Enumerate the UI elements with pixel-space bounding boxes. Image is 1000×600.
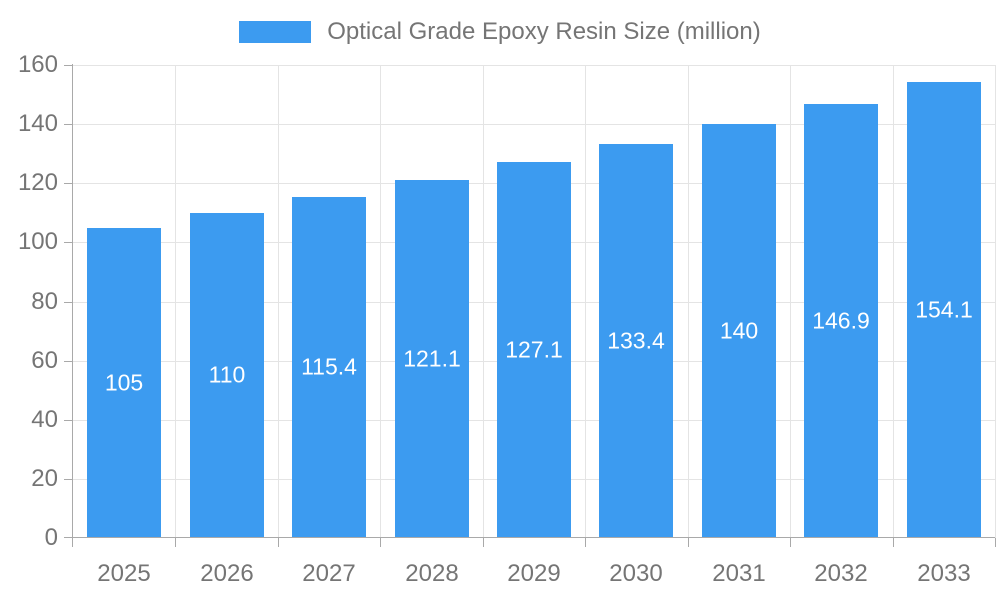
- gridline-vertical: [278, 65, 279, 538]
- y-axis-label: 120: [17, 169, 58, 196]
- y-axis-tick: [64, 242, 72, 243]
- y-axis-label: 0: [44, 524, 58, 551]
- x-axis-label: 2031: [712, 560, 766, 587]
- x-axis-tick: [483, 538, 484, 547]
- x-axis-label: 2028: [405, 560, 459, 587]
- bar-value-label: 127.1: [505, 336, 563, 362]
- legend-label: Optical Grade Epoxy Resin Size (million): [327, 18, 761, 45]
- x-axis-tick: [893, 538, 894, 547]
- x-axis-tick: [175, 538, 176, 547]
- x-axis-label: 2033: [917, 560, 971, 587]
- x-axis-label: 2029: [507, 560, 561, 587]
- bar-value-label: 121.1: [403, 345, 461, 371]
- y-axis-label: 80: [31, 288, 58, 315]
- y-axis-tick: [64, 420, 72, 421]
- x-axis-label: 2026: [200, 560, 254, 587]
- y-axis-tick: [64, 302, 72, 303]
- y-axis-label: 140: [17, 110, 58, 137]
- legend[interactable]: Optical Grade Epoxy Resin Size (million): [0, 18, 1000, 46]
- gridline-vertical: [380, 65, 381, 538]
- y-axis-label: 40: [31, 406, 58, 433]
- bar[interactable]: 133.4: [599, 144, 673, 537]
- x-axis-tick: [278, 538, 279, 547]
- gridline-vertical: [688, 65, 689, 538]
- y-axis-tick: [64, 65, 72, 66]
- x-axis-tick: [585, 538, 586, 547]
- bar[interactable]: 110: [190, 213, 264, 537]
- bar-value-label: 154.1: [915, 296, 973, 322]
- bar-value-label: 105: [104, 369, 144, 395]
- bar-value-label: 110: [208, 361, 246, 388]
- bar[interactable]: 105: [87, 228, 161, 537]
- y-axis-tick: [64, 537, 72, 538]
- bar-value-label: 146.9: [812, 307, 870, 333]
- legend-swatch: [239, 21, 312, 43]
- gridline-horizontal: [73, 65, 995, 66]
- x-axis-tick: [790, 538, 791, 547]
- bar[interactable]: 127.1: [497, 162, 571, 537]
- x-axis-label: 2032: [814, 560, 868, 587]
- bar[interactable]: 154.1: [907, 82, 981, 537]
- x-axis-label: 2027: [302, 560, 356, 587]
- x-axis-label: 2030: [609, 560, 663, 587]
- gridline-vertical: [893, 65, 894, 538]
- gridline-vertical: [483, 65, 484, 538]
- y-axis-line: [72, 64, 73, 538]
- gridline-vertical: [585, 65, 586, 538]
- bar-value-label: 115.4: [301, 353, 357, 380]
- x-axis-tick: [380, 538, 381, 547]
- y-axis-label: 160: [17, 51, 58, 78]
- y-axis-tick: [64, 124, 72, 125]
- bar[interactable]: 140: [702, 124, 776, 537]
- y-axis-label: 60: [31, 347, 58, 374]
- y-axis-tick: [64, 361, 72, 362]
- gridline-horizontal: [73, 124, 995, 125]
- y-axis-label: 100: [17, 228, 58, 255]
- bar[interactable]: 115.4: [292, 197, 366, 537]
- bar-value-label: 133.4: [607, 327, 665, 353]
- x-axis-tick: [688, 538, 689, 547]
- y-axis-label: 20: [31, 465, 58, 492]
- y-axis-tick: [64, 183, 72, 184]
- gridline-vertical: [175, 65, 176, 538]
- x-axis-tick: [72, 538, 73, 547]
- x-axis-label: 2025: [97, 560, 151, 587]
- x-axis-tick: [995, 538, 996, 547]
- gridline-vertical: [995, 65, 996, 538]
- bar[interactable]: 121.1: [395, 180, 469, 537]
- bar-value-label: 140: [719, 317, 759, 343]
- x-axis-line: [72, 537, 995, 538]
- bar[interactable]: 146.9: [804, 104, 878, 537]
- y-axis-tick: [64, 479, 72, 480]
- gridline-vertical: [790, 65, 791, 538]
